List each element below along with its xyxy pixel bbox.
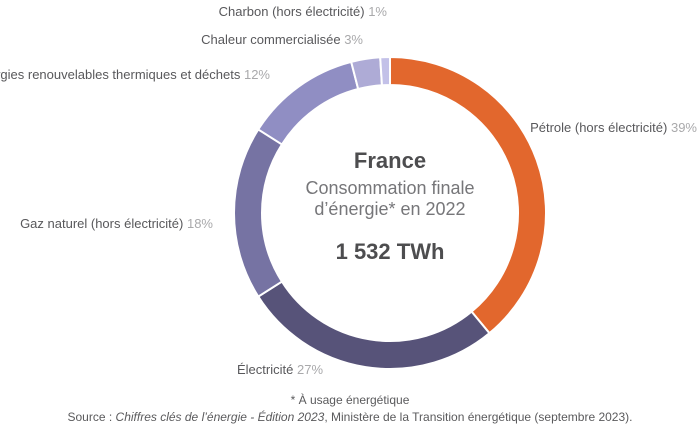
source-prefix: Source : [67, 410, 116, 424]
segment-label-text: Électricité [237, 362, 294, 377]
segment-label-gaz: Gaz naturel (hors électricité) 18% [20, 216, 213, 232]
chart-title: France [353, 148, 427, 173]
segment-label-charbon: Charbon (hors électricité) 1% [219, 4, 387, 20]
segment-label-renouvelables: Énergies renouvelables thermiques et déc… [0, 67, 270, 83]
chart-subtitle: Consommation finale d’énergie* en 2022 [305, 178, 475, 219]
chart-total-value: 1 532 TWh [335, 239, 445, 264]
source-suffix: , Ministère de la Transition énergétique… [324, 410, 633, 424]
footnote: * À usage énergétique [290, 393, 410, 407]
source-line: Source : Chiffres clés de l’énergie - Éd… [0, 409, 700, 426]
donut-segment [256, 280, 491, 370]
segment-percentage: 3% [344, 32, 363, 47]
segment-percentage: 1% [368, 4, 387, 19]
segment-label-electricite: Électricité 27% [237, 362, 323, 378]
segment-percentage: 27% [296, 362, 324, 377]
segment-percentage: 18% [186, 216, 213, 231]
segment-label-text: Chaleur commercialisée [201, 32, 341, 47]
donut-segment [256, 60, 360, 146]
segment-label-text: Charbon (hors électricité) [218, 4, 365, 19]
chart-footer: * À usage énergétique Source : Chiffres … [0, 392, 700, 426]
segment-percentage: 39% [670, 120, 697, 135]
segment-percentage: 12% [243, 67, 270, 82]
segment-label-petrole: Pétrole (hors électricité) 39% [530, 120, 697, 136]
donut-segment [233, 128, 284, 298]
segment-label-text: Énergies renouvelables thermiques et déc… [0, 67, 241, 82]
segment-label-text: Gaz naturel (hors électricité) [20, 216, 184, 231]
segment-label-text: Pétrole (hors électricité) [530, 120, 668, 135]
donut-center-text: France Consommation finale d’énergie* en… [290, 148, 490, 265]
donut-segment [379, 55, 391, 87]
segment-label-chaleur: Chaleur commercialisée 3% [201, 32, 363, 48]
source-publication: Chiffres clés de l’énergie - Édition 202… [115, 410, 325, 424]
